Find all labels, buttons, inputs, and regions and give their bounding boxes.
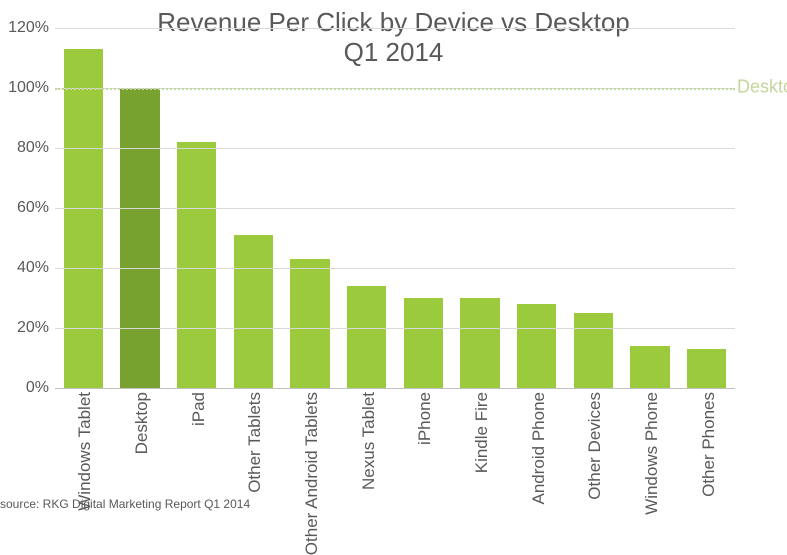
y-tick-label: 100% xyxy=(8,79,49,97)
source-text: source: RKG Digital Marketing Report Q1 … xyxy=(0,497,250,511)
x-tick-label: iPad xyxy=(189,392,209,426)
bar xyxy=(687,349,727,388)
x-axis-labels: Windows TabletDesktopiPadOther TabletsOt… xyxy=(55,392,735,492)
x-tick-label: Other Android Tablets xyxy=(302,392,322,555)
x-tick-label: Windows Phone xyxy=(642,392,662,515)
reference-line-label: Desktop xyxy=(737,76,787,97)
bar xyxy=(347,286,387,388)
y-tick-label: 80% xyxy=(17,139,49,157)
y-tick-label: 120% xyxy=(8,19,49,37)
bar xyxy=(177,142,217,388)
bar xyxy=(404,298,444,388)
x-tick-label: Other Phones xyxy=(699,392,719,497)
x-tick-label: Other Devices xyxy=(585,392,605,500)
bar xyxy=(574,313,614,388)
gridline xyxy=(55,208,735,209)
reference-line xyxy=(55,88,735,90)
bar xyxy=(290,259,330,388)
y-tick-label: 40% xyxy=(17,259,49,277)
y-tick-label: 60% xyxy=(17,199,49,217)
x-tick-label: Windows Tablet xyxy=(75,392,95,511)
x-tick-label: iPhone xyxy=(415,392,435,445)
x-tick-label: Desktop xyxy=(132,392,152,454)
gridline xyxy=(55,148,735,149)
x-tick-label: Nexus Tablet xyxy=(359,392,379,490)
gridline xyxy=(55,388,735,389)
bar xyxy=(517,304,557,388)
x-tick-label: Kindle Fire xyxy=(472,392,492,473)
x-tick-label: Other Tablets xyxy=(245,392,265,493)
bar xyxy=(234,235,274,388)
x-tick-label: Android Phone xyxy=(529,392,549,504)
gridline xyxy=(55,328,735,329)
y-tick-label: 0% xyxy=(26,379,49,397)
bar xyxy=(120,88,160,388)
gridline xyxy=(55,28,735,29)
plot-area: 0%20%40%60%80%100%120%Desktop xyxy=(55,28,735,388)
chart-container: Revenue Per Click by Device vs Desktop Q… xyxy=(0,0,787,513)
bar xyxy=(64,49,104,388)
gridline xyxy=(55,268,735,269)
bar xyxy=(460,298,500,388)
bar xyxy=(630,346,670,388)
y-tick-label: 20% xyxy=(17,319,49,337)
